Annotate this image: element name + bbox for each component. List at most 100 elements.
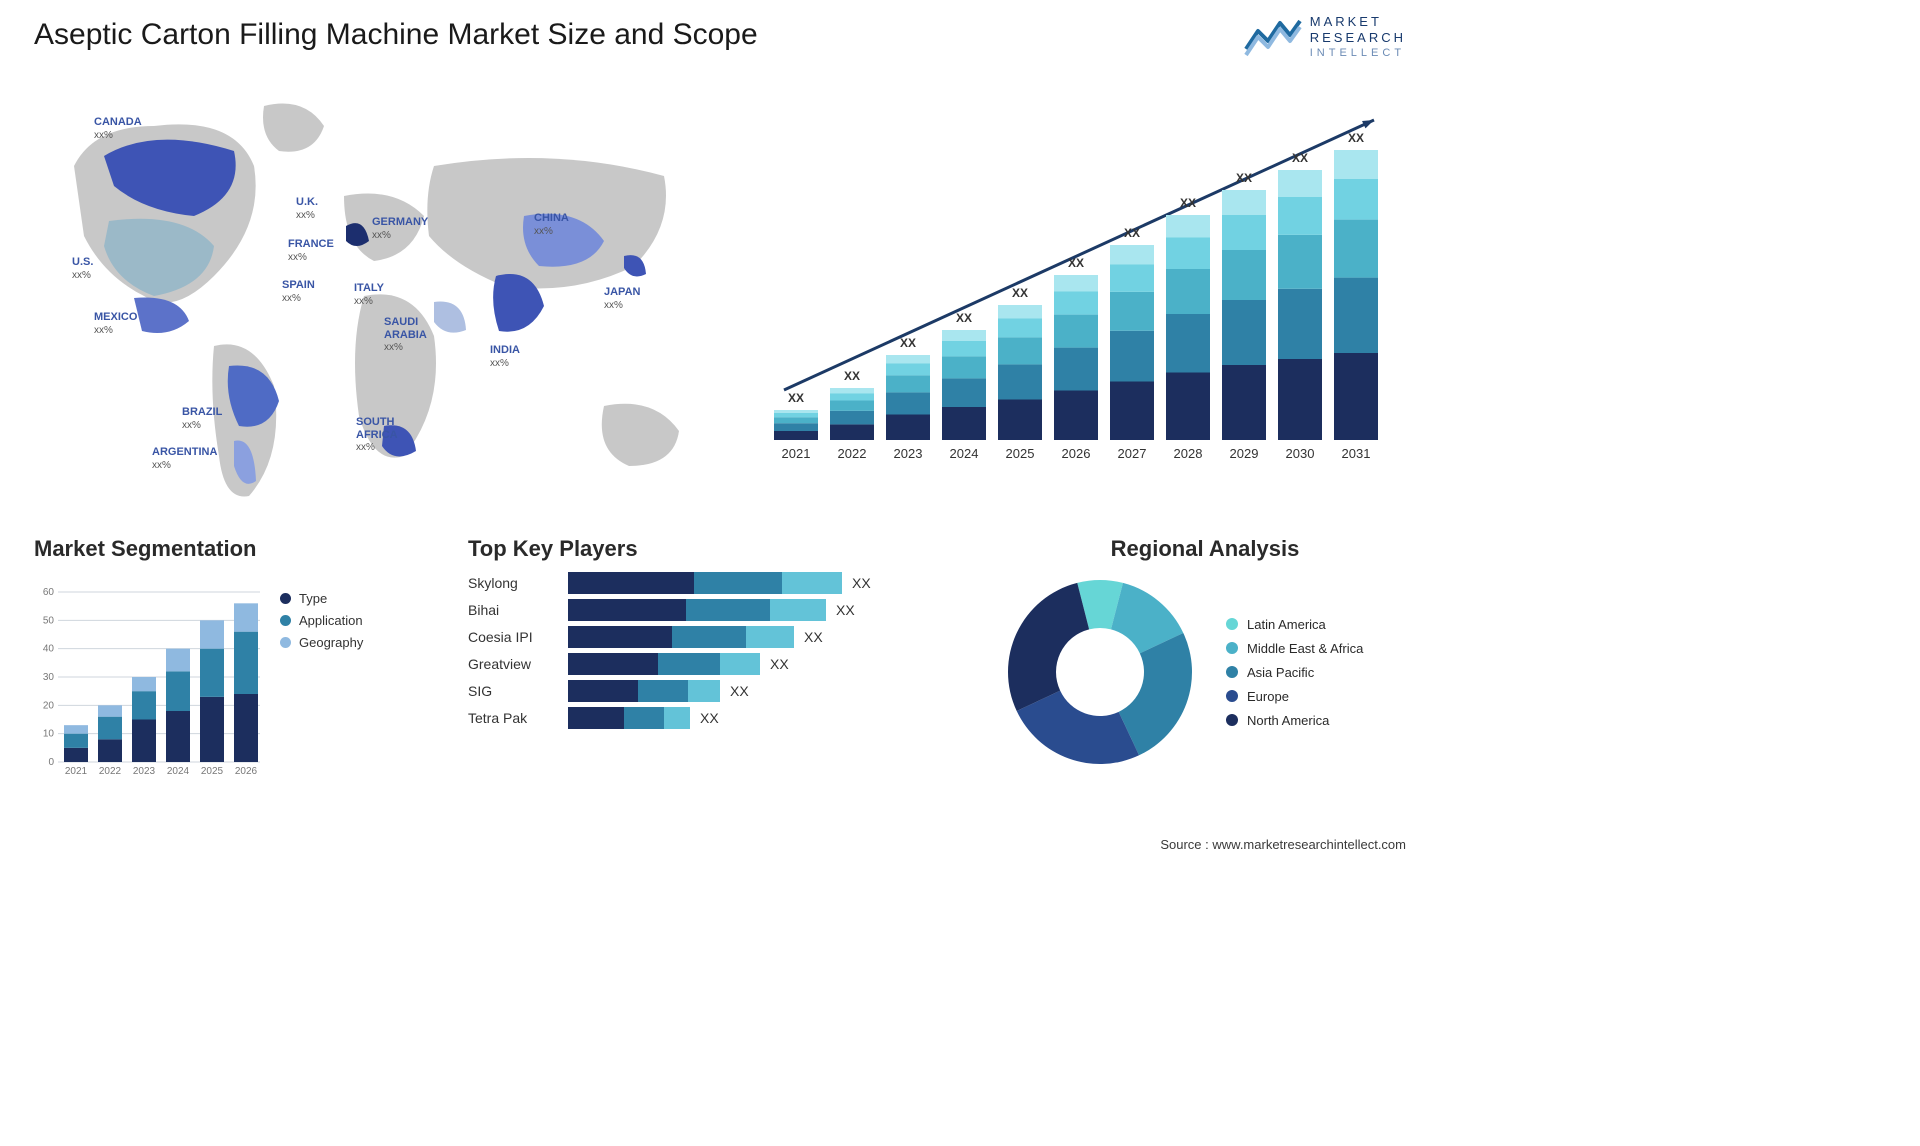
svg-text:XX: XX bbox=[1124, 226, 1140, 240]
svg-text:2022: 2022 bbox=[838, 446, 867, 461]
logo-line1: MARKET bbox=[1310, 14, 1406, 30]
svg-text:2021: 2021 bbox=[65, 766, 88, 777]
segmentation-title: Market Segmentation bbox=[34, 536, 374, 562]
key-players-section: Top Key Players SkylongXXBihaiXXCoesia I… bbox=[468, 536, 948, 734]
segmentation-section: Market Segmentation 0 10 20 30 40 50 60 2021 202… bbox=[34, 536, 374, 782]
player-bar bbox=[568, 626, 794, 648]
world-map: CANADAxx% U.S.xx% MEXICOxx% BRAZILxx% ARGENT… bbox=[34, 86, 734, 506]
svg-text:XX: XX bbox=[844, 369, 860, 383]
player-row: SIG XX bbox=[468, 680, 948, 702]
player-name: Bihai bbox=[468, 602, 568, 618]
svg-text:XX: XX bbox=[1292, 151, 1308, 165]
map-label: BRAZILxx% bbox=[182, 406, 222, 431]
page-title: Aseptic Carton Filling Machine Market Si… bbox=[34, 18, 758, 52]
player-bar bbox=[568, 707, 690, 729]
map-label: ARGENTINAxx% bbox=[152, 446, 217, 471]
map-label: MEXICOxx% bbox=[94, 311, 137, 336]
player-name: Tetra Pak bbox=[468, 710, 568, 726]
legend-item: Latin America bbox=[1226, 617, 1363, 632]
player-bar bbox=[568, 680, 720, 702]
forecast-chart: XX 2021 XX 2022 XX 2023 XX 2024 XX 2025 XX 2026 XX 20… bbox=[760, 100, 1400, 480]
forecast-chart-svg: XX 2021 XX 2022 XX 2023 XX 2024 XX 2025 XX 2026 XX 20… bbox=[760, 100, 1400, 480]
map-label: FRANCExx% bbox=[288, 238, 334, 263]
map-label: SAUDIARABIAxx% bbox=[384, 316, 427, 354]
svg-text:30: 30 bbox=[43, 672, 55, 683]
svg-text:2023: 2023 bbox=[133, 766, 156, 777]
svg-text:60: 60 bbox=[43, 587, 55, 598]
svg-text:XX: XX bbox=[900, 336, 916, 350]
svg-text:2023: 2023 bbox=[894, 446, 923, 461]
logo-mark-icon bbox=[1244, 17, 1302, 57]
svg-text:2024: 2024 bbox=[950, 446, 979, 461]
player-value: XX bbox=[804, 629, 823, 645]
regional-section: Regional Analysis Latin America Middle Ea… bbox=[1000, 536, 1410, 772]
svg-text:2025: 2025 bbox=[1006, 446, 1035, 461]
map-label: CHINAxx% bbox=[534, 212, 569, 237]
player-bar bbox=[568, 653, 760, 675]
svg-text:2029: 2029 bbox=[1230, 446, 1259, 461]
player-name: Greatview bbox=[468, 656, 568, 672]
map-label: SOUTHAFRICAxx% bbox=[356, 416, 398, 454]
legend-item: Asia Pacific bbox=[1226, 665, 1363, 680]
regional-title: Regional Analysis bbox=[1000, 536, 1410, 562]
svg-text:2024: 2024 bbox=[167, 766, 190, 777]
svg-text:40: 40 bbox=[43, 644, 55, 655]
svg-text:XX: XX bbox=[1348, 131, 1364, 145]
svg-text:XX: XX bbox=[788, 391, 804, 405]
legend-item: North America bbox=[1226, 713, 1363, 728]
player-bar bbox=[568, 572, 842, 594]
svg-text:2022: 2022 bbox=[99, 766, 122, 777]
logo-line3: INTELLECT bbox=[1310, 47, 1406, 61]
svg-text:XX: XX bbox=[956, 311, 972, 325]
legend-item: Type bbox=[280, 591, 363, 606]
logo-line2: RESEARCH bbox=[1310, 30, 1406, 46]
svg-text:50: 50 bbox=[43, 615, 55, 626]
map-label: U.K.xx% bbox=[296, 196, 318, 221]
brand-logo: MARKET RESEARCH INTELLECT bbox=[1244, 14, 1406, 60]
player-value: XX bbox=[700, 710, 719, 726]
player-name: Coesia IPI bbox=[468, 629, 568, 645]
svg-text:XX: XX bbox=[1068, 256, 1084, 270]
player-value: XX bbox=[836, 602, 855, 618]
player-row: Skylong XX bbox=[468, 572, 948, 594]
player-name: SIG bbox=[468, 683, 568, 699]
legend-item: Europe bbox=[1226, 689, 1363, 704]
legend-item: Application bbox=[280, 613, 363, 628]
svg-text:2025: 2025 bbox=[201, 766, 224, 777]
svg-text:2031: 2031 bbox=[1342, 446, 1371, 461]
regional-donut-svg bbox=[1000, 572, 1200, 772]
legend-item: Geography bbox=[280, 635, 363, 650]
player-bar bbox=[568, 599, 826, 621]
map-label: CANADAxx% bbox=[94, 116, 142, 141]
svg-text:10: 10 bbox=[43, 729, 55, 740]
svg-text:XX: XX bbox=[1012, 286, 1028, 300]
map-label: ITALYxx% bbox=[354, 282, 384, 307]
player-value: XX bbox=[770, 656, 789, 672]
player-row: Bihai XX bbox=[468, 599, 948, 621]
map-label: GERMANYxx% bbox=[372, 216, 428, 241]
svg-text:2021: 2021 bbox=[782, 446, 811, 461]
player-row: Coesia IPI XX bbox=[468, 626, 948, 648]
player-value: XX bbox=[730, 683, 749, 699]
svg-text:XX: XX bbox=[1180, 196, 1196, 210]
segmentation-chart-svg: 0 10 20 30 40 50 60 2021 2022 2023 2024 2025 2026 bbox=[34, 572, 264, 782]
map-label: INDIAxx% bbox=[490, 344, 520, 369]
segmentation-legend: Type Application Geography bbox=[280, 584, 363, 657]
player-name: Skylong bbox=[468, 575, 568, 591]
player-value: XX bbox=[852, 575, 871, 591]
svg-text:2027: 2027 bbox=[1118, 446, 1147, 461]
source-text: Source : www.marketresearchintellect.com bbox=[1160, 837, 1406, 852]
key-players-title: Top Key Players bbox=[468, 536, 948, 562]
svg-text:0: 0 bbox=[48, 757, 54, 768]
map-label: U.S.xx% bbox=[72, 256, 93, 281]
map-label: SPAINxx% bbox=[282, 279, 315, 304]
svg-text:20: 20 bbox=[43, 700, 55, 711]
svg-text:XX: XX bbox=[1236, 171, 1252, 185]
regional-legend: Latin America Middle East & Africa Asia Pa… bbox=[1226, 608, 1363, 737]
legend-item: Middle East & Africa bbox=[1226, 641, 1363, 656]
svg-text:2026: 2026 bbox=[235, 766, 258, 777]
map-label: JAPANxx% bbox=[604, 286, 640, 311]
svg-text:2028: 2028 bbox=[1174, 446, 1203, 461]
svg-text:2030: 2030 bbox=[1286, 446, 1315, 461]
svg-text:2026: 2026 bbox=[1062, 446, 1091, 461]
